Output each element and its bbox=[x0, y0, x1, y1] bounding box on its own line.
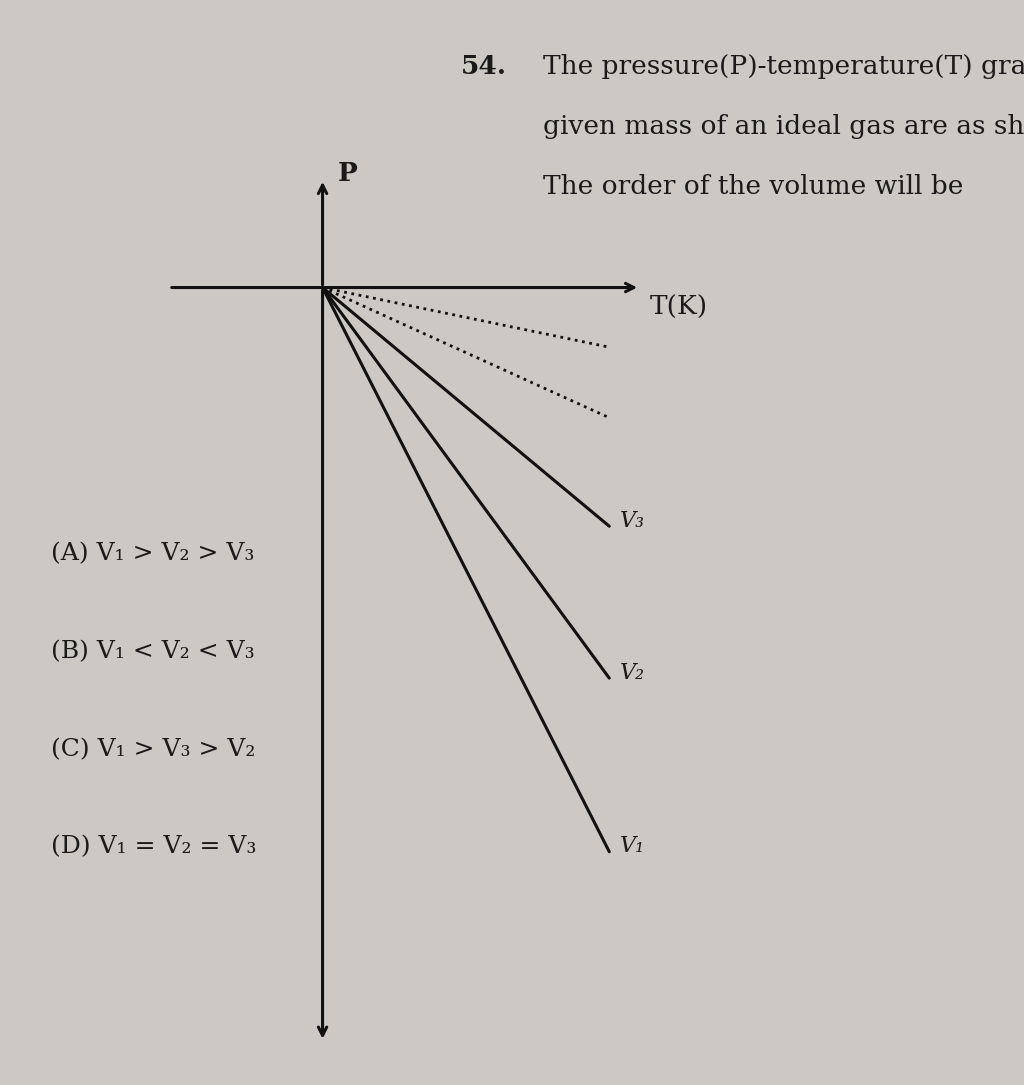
Text: The order of the volume will be: The order of the volume will be bbox=[543, 174, 964, 199]
Text: P: P bbox=[338, 161, 357, 187]
Text: V₂: V₂ bbox=[620, 662, 644, 684]
Text: T(K): T(K) bbox=[650, 294, 709, 320]
Text: (A) V₁ > V₂ > V₃: (A) V₁ > V₂ > V₃ bbox=[51, 542, 255, 565]
Text: (C) V₁ > V₃ > V₂: (C) V₁ > V₃ > V₂ bbox=[51, 738, 256, 761]
Text: V₃: V₃ bbox=[620, 510, 644, 532]
Text: The pressure(P)-temperature(T) graph of a: The pressure(P)-temperature(T) graph of … bbox=[543, 54, 1024, 79]
Text: 54.: 54. bbox=[461, 54, 507, 79]
Text: given mass of an ideal gas are as shown.: given mass of an ideal gas are as shown. bbox=[543, 114, 1024, 139]
Text: V₁: V₁ bbox=[620, 835, 644, 857]
Text: (D) V₁ = V₂ = V₃: (D) V₁ = V₂ = V₃ bbox=[51, 835, 257, 858]
Text: (B) V₁ < V₂ < V₃: (B) V₁ < V₂ < V₃ bbox=[51, 640, 255, 663]
